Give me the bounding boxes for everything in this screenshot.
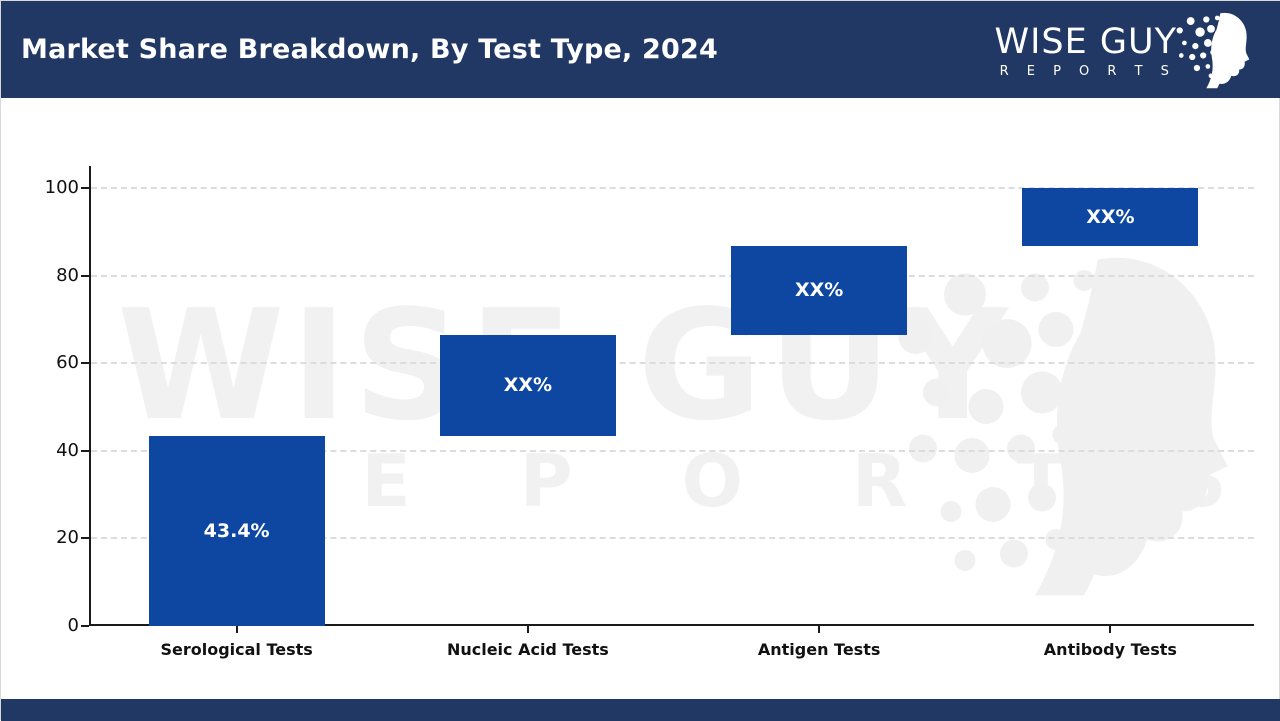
plot-area: 0 20 40 60 80 100 43.4% Serological Tests XX% Nuc… xyxy=(45,166,1254,659)
gridline xyxy=(91,449,1254,452)
wise-guy-reports-logo: WISE GUY R E P O R T S xyxy=(994,7,1257,93)
gridline xyxy=(91,537,1254,540)
bar-value-label: XX% xyxy=(794,279,844,302)
y-tick-label: 40 xyxy=(56,439,79,461)
gridline xyxy=(91,362,1254,365)
footer-band xyxy=(1,699,1280,721)
y-tick-label: 20 xyxy=(56,527,79,549)
bar-antibody-tests: XX% xyxy=(1022,187,1199,246)
header-band: Market Share Breakdown, By Test Type, 20… xyxy=(1,1,1280,98)
bar-value-label: 43.4% xyxy=(203,519,270,542)
bar-antigen-tests: XX% xyxy=(731,245,908,336)
bar-value-label: XX% xyxy=(503,374,553,397)
y-tick-mark xyxy=(81,274,89,277)
y-tick-mark xyxy=(81,537,89,540)
gridline xyxy=(91,186,1254,189)
y-tick-mark xyxy=(81,449,89,452)
x-tick-mark xyxy=(235,626,238,633)
watermark-dotted-face-icon xyxy=(898,257,1228,596)
y-tick-mark xyxy=(81,362,89,365)
x-tick-mark xyxy=(526,626,529,633)
bar-nucleic-acid-tests: XX% xyxy=(439,335,616,436)
x-tick-mark xyxy=(1109,626,1112,633)
logo-text: WISE GUY R E P O R T S xyxy=(994,21,1177,79)
x-axis-label: Serological Tests xyxy=(160,640,313,659)
y-tick-mark xyxy=(81,186,89,189)
x-axis-label: Nucleic Acid Tests xyxy=(446,640,609,659)
bar-value-label: XX% xyxy=(1086,205,1135,228)
y-tick-label: 80 xyxy=(56,264,79,286)
bar-serological-tests: 43.4% xyxy=(148,435,325,626)
x-tick-mark xyxy=(818,626,821,633)
x-axis-label: Antibody Tests xyxy=(1043,640,1177,659)
y-tick-label: 60 xyxy=(56,352,79,374)
y-tick-mark xyxy=(81,625,89,627)
logo-wordmark: WISE GUY xyxy=(994,21,1177,62)
gridline xyxy=(91,274,1254,277)
logo-dotted-face-icon xyxy=(1176,12,1250,88)
logo-subtitle: R E P O R T S xyxy=(999,63,1176,79)
y-tick-label: 0 xyxy=(67,615,79,636)
watermark-text-line2: R E P O R T S xyxy=(197,439,1269,523)
y-tick-label: 100 xyxy=(44,176,79,198)
x-axis-label: Antigen Tests xyxy=(757,640,881,659)
page-title: Market Share Breakdown, By Test Type, 20… xyxy=(21,34,719,65)
